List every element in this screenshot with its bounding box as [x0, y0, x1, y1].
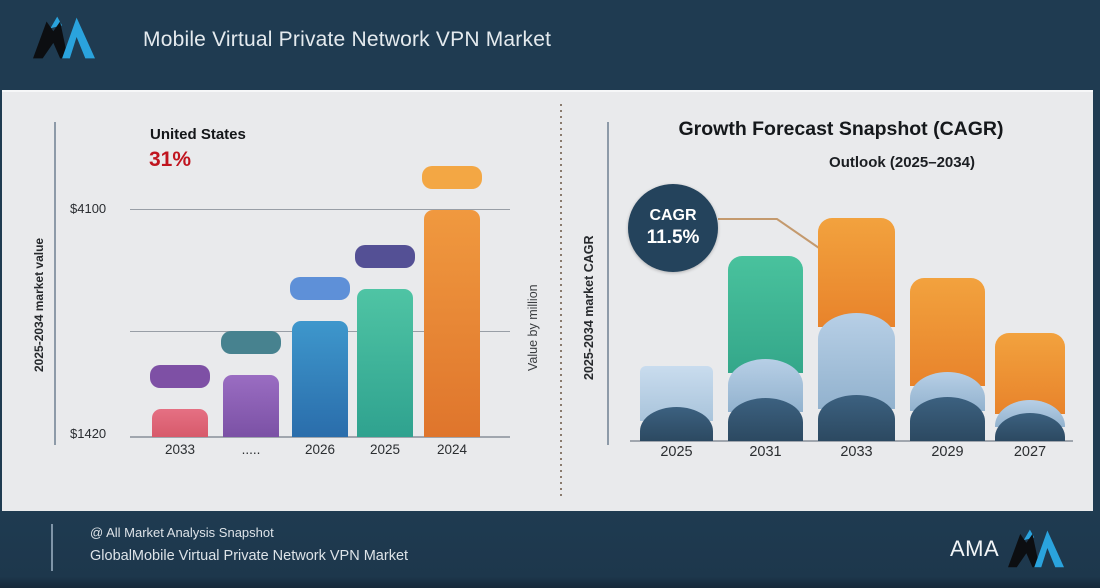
- left-chart-y-axis: [54, 122, 56, 445]
- left-bar-2026: [292, 321, 348, 437]
- right-bar-top-2029: [910, 278, 985, 386]
- x-axis-label: 2026: [304, 442, 336, 457]
- x-axis-label: 2033: [840, 444, 873, 460]
- left-chart-tick-4100: $4100: [70, 201, 107, 216]
- right-chart-y-axis: [607, 122, 609, 445]
- right-bar-top-2031: [728, 256, 803, 373]
- x-axis-label: 2025: [660, 444, 693, 460]
- right-bar-top-2033: [818, 218, 895, 327]
- left-bar-cap-2025: [355, 245, 415, 268]
- right-chart-x-axis: [630, 440, 1073, 442]
- x-axis-label: .....: [241, 442, 261, 457]
- footer-report-title: GlobalMobile Virtual Private Network VPN…: [90, 548, 409, 564]
- ama-logo-footer-icon: [1008, 529, 1064, 568]
- x-axis-label: 2031: [749, 444, 782, 460]
- header: Mobile Virtual Private Network VPN Marke…: [0, 0, 1100, 88]
- footer-source-text: @ All Market Analysis Snapshot: [90, 525, 274, 540]
- left-bar-.....: [223, 375, 279, 437]
- left-chart-tick-1420: $1420: [70, 426, 107, 441]
- left-chart-title: United States: [150, 126, 246, 143]
- x-axis-label: 2029: [931, 444, 964, 460]
- panel-divider: [560, 104, 562, 498]
- x-axis-label: 2027: [1013, 444, 1047, 460]
- page-title: Mobile Virtual Private Network VPN Marke…: [143, 28, 552, 51]
- footer-brand-text: AMA: [950, 536, 1000, 561]
- left-bar-cap-2026: [290, 277, 350, 300]
- x-axis-label: 2025: [369, 442, 401, 457]
- x-axis-label: 2033: [164, 442, 196, 457]
- right-bar-mid-2033: [818, 313, 895, 409]
- left-chart-x-axis: [130, 436, 510, 438]
- right-chart-subtitle: Outlook (2025–2034): [829, 154, 975, 171]
- left-chart-gridline-top: [130, 209, 510, 210]
- ama-logo-icon: [33, 16, 95, 59]
- badge-connector-line: [718, 218, 820, 249]
- right-bar-base-2033: [818, 395, 895, 441]
- left-bar-cap-2033: [150, 365, 210, 388]
- right-bar-base-2031: [728, 398, 803, 441]
- cagr-badge-value: 11.5%: [646, 227, 700, 249]
- cagr-badge: CAGR 11.5%: [628, 184, 718, 272]
- right-bar-base-2029: [910, 397, 985, 441]
- left-bar-2033: [152, 409, 208, 437]
- right-bar-base-2025: [640, 407, 713, 441]
- left-chart-share-value: 31%: [149, 148, 192, 171]
- left-bar-cap-.....: [221, 331, 281, 354]
- cagr-badge-label: CAGR: [649, 207, 697, 225]
- footer: [0, 511, 1100, 588]
- x-axis-label: 2024: [436, 442, 468, 457]
- footer-divider-line: [51, 524, 53, 571]
- left-bar-2025: [357, 289, 413, 437]
- left-bar-cap-2024: [422, 166, 482, 189]
- left-bar-2024: [424, 210, 480, 437]
- right-chart-title: Growth Forecast Snapshot (CAGR): [678, 118, 1004, 140]
